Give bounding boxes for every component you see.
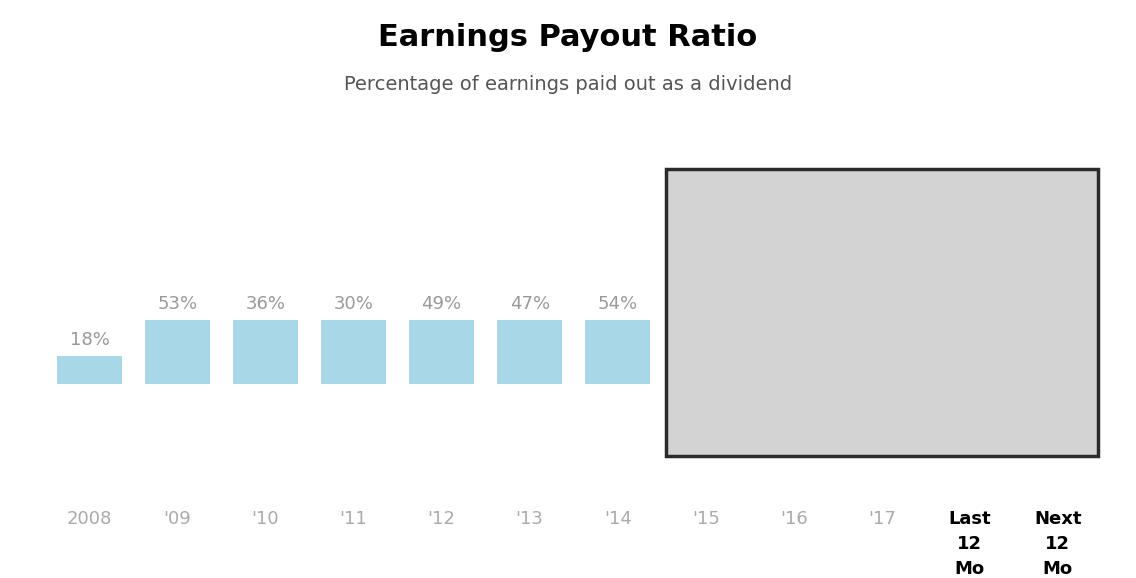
Text: '10: '10 — [252, 510, 279, 528]
Text: '12: '12 — [427, 510, 456, 528]
Bar — [498, 320, 562, 384]
Text: Earnings Payout Ratio: Earnings Payout Ratio — [378, 23, 758, 52]
Bar — [57, 355, 122, 384]
Bar — [145, 320, 210, 384]
Bar — [321, 320, 386, 384]
Bar — [233, 320, 298, 384]
Text: Percentage of earnings paid out as a dividend: Percentage of earnings paid out as a div… — [344, 75, 792, 94]
Text: 18%: 18% — [69, 331, 109, 349]
Bar — [585, 320, 650, 384]
Text: 47%: 47% — [510, 295, 550, 313]
Text: '14: '14 — [603, 510, 632, 528]
Text: 49%: 49% — [421, 295, 461, 313]
Text: '09: '09 — [164, 510, 191, 528]
Text: 2008: 2008 — [67, 510, 112, 528]
Bar — [409, 320, 474, 384]
Text: 36%: 36% — [245, 295, 285, 313]
Text: '16: '16 — [780, 510, 808, 528]
Text: '15: '15 — [692, 510, 720, 528]
Text: '13: '13 — [516, 510, 544, 528]
Text: Next
12
Mo: Next 12 Mo — [1034, 510, 1081, 578]
Text: '11: '11 — [340, 510, 367, 528]
Bar — [666, 169, 1097, 456]
Text: 30%: 30% — [334, 295, 374, 313]
Text: 54%: 54% — [598, 295, 637, 313]
Text: '17: '17 — [868, 510, 896, 528]
Text: 53%: 53% — [158, 295, 198, 313]
Text: Last
12
Mo: Last 12 Mo — [949, 510, 992, 578]
